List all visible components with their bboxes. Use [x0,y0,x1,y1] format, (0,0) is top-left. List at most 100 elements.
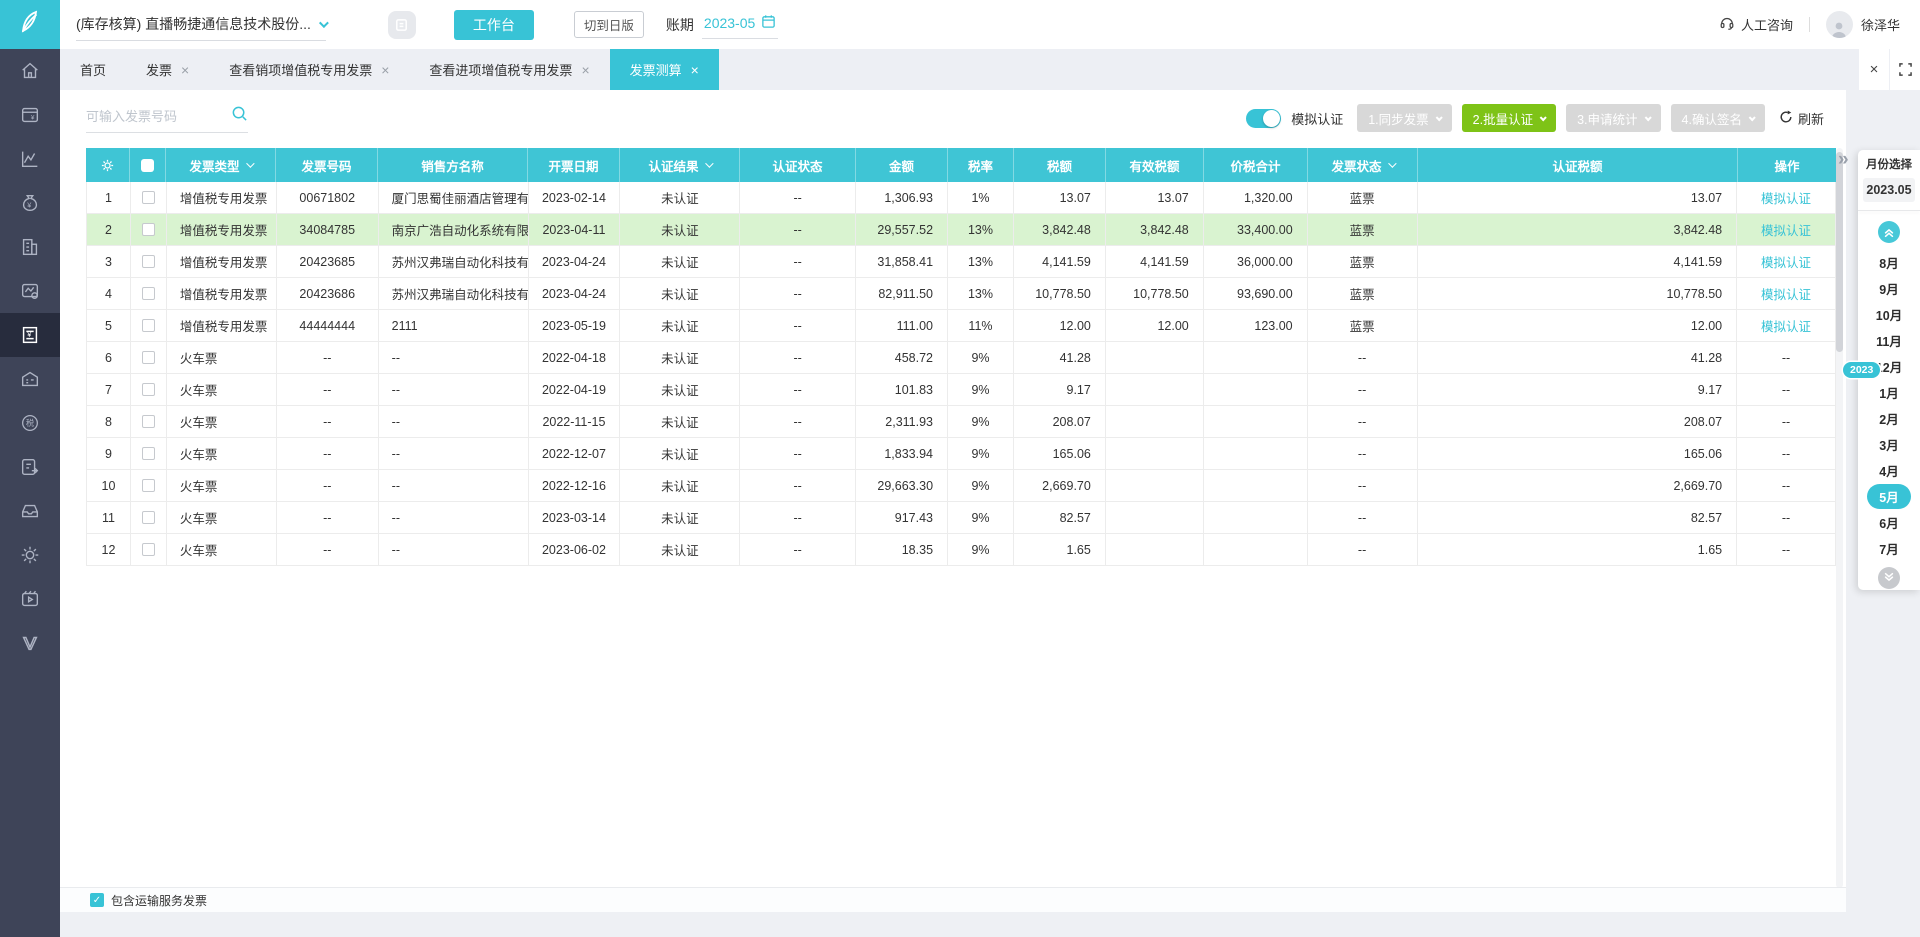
col-header-inv_status[interactable]: 发票状态 [1308,148,1418,182]
toolbar-button[interactable]: 3.申请统计 [1566,104,1661,132]
scrollbar-thumb[interactable] [1836,152,1843,352]
user-menu[interactable]: 徐泽华 [1825,11,1900,38]
row-checkbox[interactable] [141,287,155,300]
row-checkbox[interactable] [141,383,155,396]
row-checkbox[interactable] [141,191,155,204]
month-item[interactable]: 11月 [1876,334,1902,349]
sidebar-report-chart-icon[interactable] [0,137,60,181]
column-settings-gear-icon[interactable] [86,148,130,182]
month-item[interactable]: 5月 [1858,483,1920,509]
tab[interactable]: 发票 × [126,49,209,90]
collapse-month-panel-icon[interactable]: » [1838,149,1849,170]
sidebar-settings-gear-icon[interactable] [0,533,60,577]
sidebar-assets-icon[interactable] [0,357,60,401]
sidebar-home-icon[interactable] [0,49,60,93]
toolbar-button[interactable]: 2.批量认证 [1461,104,1557,132]
company-selector[interactable]: (库存核算) 直播畅捷通信息技术股份... [76,14,329,41]
table-row: 4 增值税专用发票 20423686 苏州汉弗瑞自动化科技有限 2023-04-24 未认… [87,278,1835,310]
sidebar-funds-icon[interactable]: ¥ [0,181,60,225]
cell-tax: 4,141.59 [1014,246,1106,277]
month-item[interactable]: 7月 [1879,542,1899,557]
refresh-button[interactable]: 刷新 [1779,109,1824,128]
sidebar-archive-icon[interactable] [0,489,60,533]
month-item[interactable]: 3月 [1879,438,1899,453]
month-item[interactable]: 1月 [1879,386,1899,401]
tab-close-icon[interactable]: × [581,61,590,78]
month-item[interactable]: 2月 [1879,412,1899,427]
tab[interactable]: 查看进项增值税专用发票 × [409,49,609,90]
sidebar-company-icon[interactable] [0,225,60,269]
tab-close-icon[interactable]: × [381,61,390,78]
search-input[interactable] [86,108,214,124]
row-checkbox[interactable] [141,223,155,236]
row-checkbox[interactable] [141,447,155,460]
col-header-result[interactable]: 认证结果 [620,148,740,182]
toolbar-button[interactable]: 1.同步发票 [1357,104,1452,132]
vertical-scrollbar[interactable] [1836,148,1843,888]
cell-auth_tax: 10,778.50 [1418,278,1738,309]
month-item[interactable]: 10月 [1875,308,1903,323]
search-icon[interactable] [231,105,248,127]
period-selector[interactable]: 2023-05 [701,10,779,39]
switch-version-button[interactable]: 切到日版 [573,11,644,38]
tab[interactable]: 首页 [60,49,126,90]
simulate-auth-toggle[interactable] [1246,108,1282,128]
sidebar-statement-icon[interactable] [0,269,60,313]
tab-close-icon[interactable]: × [181,61,190,78]
tab[interactable]: 查看销项增值税专用发票 × [209,49,409,90]
cell-result: 未认证 [620,470,741,501]
cell-type: 增值税专用发票 [167,310,277,341]
row-checkbox[interactable] [141,255,155,268]
cell-number: 20423685 [277,246,379,277]
cell-date: 2023-04-24 [529,278,621,309]
close-all-tabs-icon[interactable]: × [1859,49,1889,90]
cell-rate: 13% [948,214,1014,245]
footer-bar: ✓ 包含运输服务发票 [60,887,1846,912]
simulate-auth-link[interactable]: 模拟认证 [1761,192,1812,206]
workbench-button[interactable]: 工作台 [453,9,534,40]
tab-close-icon[interactable]: × [690,61,699,78]
simulate-auth-link[interactable]: 模拟认证 [1761,288,1812,302]
cell-rate: 9% [948,470,1014,501]
sidebar-carryover-icon[interactable] [0,445,60,489]
support-link[interactable]: 人工咨询 [1719,15,1793,34]
table-body: 1 增值税专用发票 00671802 厦门思蜀佳丽酒店管理有限 2023-02-14 未认… [86,182,1836,566]
row-checkbox[interactable] [141,479,155,492]
row-checkbox[interactable] [141,511,155,524]
clipboard-badge-icon[interactable] [387,10,416,39]
select-all-checkbox[interactable] [130,148,166,182]
sidebar-video-icon[interactable] [0,577,60,621]
simulate-auth-link[interactable]: 模拟认证 [1761,224,1812,238]
simulate-auth-link[interactable]: 模拟认证 [1761,256,1812,270]
cell-row-number: 2 [87,214,131,245]
cell-date: 2023-04-24 [529,246,621,277]
cell-seller: 厦门思蜀佳丽酒店管理有限 [379,182,529,213]
row-checkbox[interactable] [141,415,155,428]
scroll-months-down-icon[interactable] [1878,567,1900,589]
tab[interactable]: 发票测算 × [609,49,719,90]
toolbar-button[interactable]: 4.确认签名 [1670,104,1765,132]
row-checkbox[interactable] [141,319,155,332]
col-header-total: 价税合计 [1204,148,1308,182]
row-checkbox[interactable] [141,351,155,364]
month-item[interactable]: 6月 [1879,516,1899,531]
scroll-months-up-icon[interactable] [1878,221,1900,243]
cell-total: 36,000.00 [1204,246,1308,277]
row-checkbox[interactable] [141,543,155,556]
col-header-type[interactable]: 发票类型 [166,148,276,182]
sidebar-tax-icon[interactable]: 税 [0,401,60,445]
tab-label: 发票 [146,63,173,78]
month-item[interactable]: 9月 [1879,282,1899,297]
sidebar-voucher-icon[interactable]: ¥ [0,93,60,137]
fullscreen-icon[interactable] [1890,49,1920,90]
month-item[interactable]: 4月 [1879,464,1899,479]
table-row: 8 火车票 -- -- 2022-11-15 未认证 -- 2,311.93 9% 208.07-… [87,406,1835,438]
cell-row-number: 6 [87,342,131,373]
month-item[interactable]: 8月 [1879,256,1899,271]
simulate-auth-link[interactable]: 模拟认证 [1761,320,1812,334]
transport-invoice-checkbox[interactable]: ✓ [90,893,104,907]
sidebar-invoice-icon[interactable]: ¥ [0,313,60,357]
month-item[interactable]: 12月 [1875,360,1903,375]
sidebar-v-logo-icon[interactable] [0,621,60,665]
tab-label: 查看进项增值税专用发票 [429,63,573,78]
